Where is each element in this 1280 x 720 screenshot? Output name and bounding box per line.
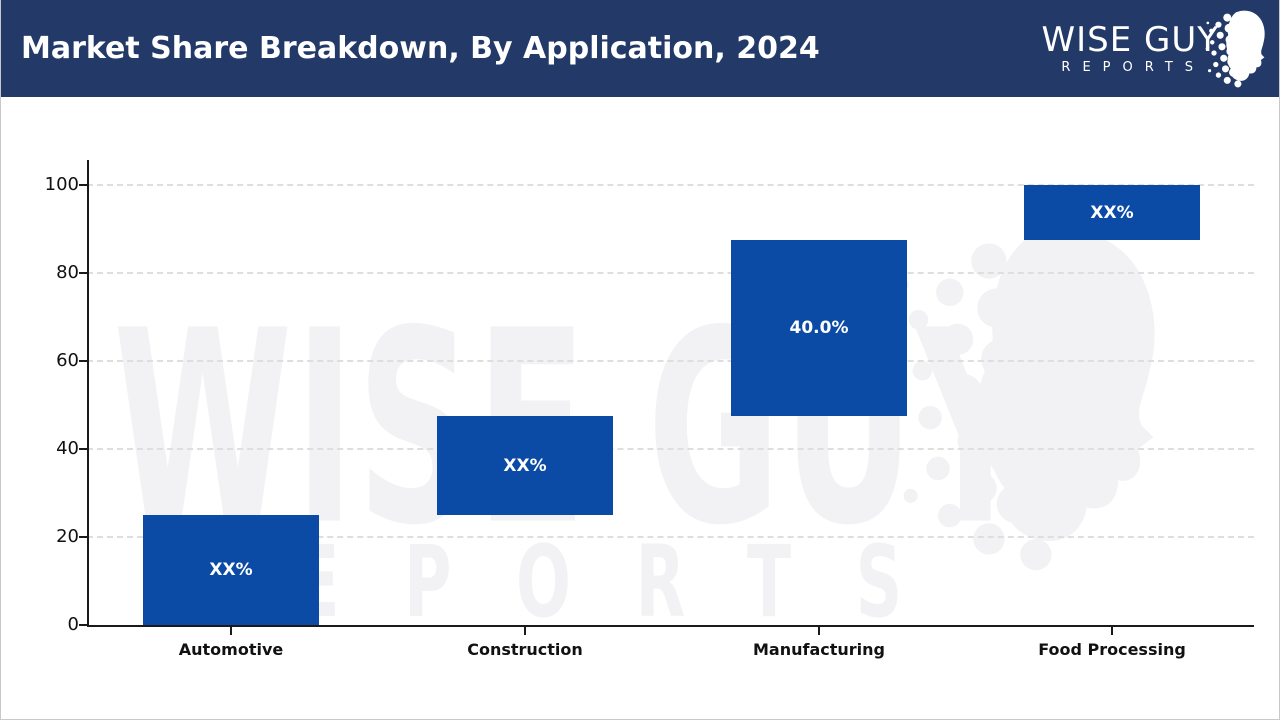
bar-construction: XX% <box>437 416 613 515</box>
y-axis-tick <box>79 536 87 538</box>
bar-manufacturing: 40.0% <box>731 240 907 416</box>
logo-text: WISE GUY REPORTS <box>1041 20 1219 75</box>
y-axis-tick <box>79 272 87 274</box>
y-axis-tick-label: 80 <box>56 262 79 283</box>
y-axis <box>87 160 89 627</box>
bar-food-processing: XX% <box>1024 185 1200 240</box>
x-category-label-food-processing: Food Processing <box>1038 640 1186 659</box>
y-axis-tick-label: 40 <box>56 438 79 459</box>
y-axis-tick <box>79 448 87 450</box>
x-category-label-construction: Construction <box>467 640 583 659</box>
logo-brand-name: WISE GUY <box>1041 20 1219 61</box>
bar-automotive: XX% <box>143 515 319 625</box>
gridline-y-40 <box>87 448 1254 450</box>
wiseguy-logo: WISE GUY REPORTS <box>1041 6 1269 92</box>
bar-value-label-construction: XX% <box>503 455 547 476</box>
y-axis-tick <box>79 360 87 362</box>
y-axis-tick <box>79 184 87 186</box>
x-axis-tick <box>818 627 820 635</box>
gridline-y-20 <box>87 536 1254 538</box>
y-axis-tick <box>79 624 87 626</box>
bar-value-label-manufacturing: 40.0% <box>789 318 849 338</box>
gridline-y-100 <box>87 184 1254 186</box>
y-axis-tick-label: 100 <box>44 174 79 195</box>
y-axis-tick-label: 0 <box>67 614 79 635</box>
x-category-label-automotive: Automotive <box>178 640 284 659</box>
bar-value-label-automotive: XX% <box>209 560 253 580</box>
gridline-y-60 <box>87 360 1254 362</box>
x-axis-tick <box>1111 627 1113 635</box>
gridline-y-80 <box>87 272 1254 274</box>
y-axis-tick-label: 60 <box>56 350 79 371</box>
bar-value-label-food-processing: XX% <box>1090 202 1134 223</box>
chart-title: Market Share Breakdown, By Application, … <box>21 31 820 66</box>
header: Market Share Breakdown, By Application, … <box>1 0 1279 97</box>
x-category-label-manufacturing: Manufacturing <box>753 640 885 659</box>
wiseguy-head-icon <box>1205 10 1265 88</box>
logo-brand-subtitle: REPORTS <box>1061 59 1206 75</box>
watermark-head-icon <box>893 229 1155 571</box>
y-axis-tick-label: 20 <box>56 526 79 547</box>
x-axis-tick <box>524 627 526 635</box>
x-axis-tick <box>230 627 232 635</box>
x-axis <box>87 625 1254 627</box>
